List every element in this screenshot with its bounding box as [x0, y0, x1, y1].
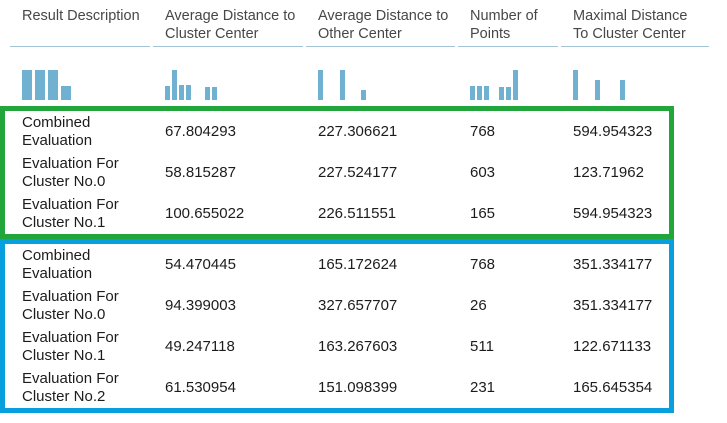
row-label: Evaluation For Cluster No.1	[22, 328, 119, 364]
table-row: Evaluation For Cluster No.0 94.399003 327.…	[5, 285, 669, 326]
cell-value: 768	[470, 255, 496, 273]
cell-value: 594.954323	[573, 122, 653, 140]
histogram-bar	[513, 70, 518, 100]
result-description-histogram[interactable]	[10, 47, 153, 106]
cell-value: 165.172624	[318, 255, 398, 273]
histogram-bar	[573, 70, 578, 100]
histogram-bar	[48, 70, 58, 100]
cell-value: 226.511551	[318, 204, 397, 222]
avg-distance-other-center-histogram[interactable]	[306, 47, 458, 106]
row-label: Evaluation For Cluster No.0	[22, 287, 119, 323]
column-header-maximal-distance-cluster-center: Maximal Distance To Cluster Center	[561, 0, 709, 47]
histogram-bar	[595, 80, 600, 100]
histogram-bar	[35, 70, 45, 100]
table-row: Evaluation For Cluster No.2 61.530954 151.…	[5, 367, 669, 408]
histogram-bar	[61, 86, 71, 100]
cell-value: 123.71962	[573, 163, 644, 181]
row-label: Evaluation For Cluster No.1	[22, 195, 119, 231]
table-row: Evaluation For Cluster No.0 58.815287 227.…	[5, 152, 669, 193]
table-row: Evaluation For Cluster No.1 100.655022 226…	[5, 193, 669, 234]
row-label: Combined Evaluation	[22, 246, 93, 282]
histogram-bar	[506, 87, 511, 100]
cell-value: 327.657707	[318, 296, 398, 314]
histogram-bar	[470, 86, 475, 100]
table-row: Combined Evaluation 54.470445 165.172624 76…	[5, 244, 669, 285]
cell-value: 94.399003	[165, 296, 236, 314]
column-header-avg-distance-cluster-center: Average Distance to Cluster Center	[153, 0, 303, 47]
cell-value: 165	[470, 204, 496, 222]
avg-distance-cluster-center-histogram[interactable]	[153, 47, 306, 106]
row-label: Evaluation For Cluster No.0	[22, 154, 119, 190]
histogram-bar	[212, 87, 217, 100]
cell-value: 768	[470, 122, 496, 140]
group-highlight-blue: Combined Evaluation 54.470445 165.172624 76…	[0, 239, 674, 413]
histogram-bar	[318, 70, 323, 100]
histogram-bar	[620, 80, 625, 100]
table-row: Evaluation For Cluster No.1 49.247118 163.…	[5, 326, 669, 367]
histogram-bar	[172, 70, 177, 100]
cell-value: 67.804293	[165, 122, 236, 140]
cell-value: 100.655022	[165, 204, 245, 222]
histogram-bar	[22, 70, 32, 100]
histogram-bar	[484, 86, 489, 100]
histogram-bar	[205, 87, 210, 100]
cell-value: 122.671133	[573, 337, 652, 355]
histogram-bar	[179, 85, 184, 100]
column-header-result-description: Result Description	[10, 0, 150, 47]
cell-value: 351.334177	[573, 255, 653, 273]
cell-value: 603	[470, 163, 496, 181]
cell-value: 61.530954	[165, 378, 236, 396]
number-of-points-histogram[interactable]	[458, 47, 561, 106]
cell-value: 151.098399	[318, 378, 398, 396]
cell-value: 231	[470, 378, 496, 396]
histogram-bar	[340, 70, 345, 100]
column-header-number-of-points: Number of Points	[458, 0, 558, 47]
histogram-bar	[361, 90, 366, 100]
cell-value: 165.645354	[573, 378, 653, 396]
group-highlight-green: Combined Evaluation 67.804293 227.306621 76…	[0, 106, 674, 239]
histogram-bar	[477, 86, 482, 100]
histogram-thumbnail-row	[10, 47, 712, 106]
cell-value: 351.334177	[573, 296, 653, 314]
histogram-bar	[186, 85, 191, 100]
cell-value: 163.267603	[318, 337, 398, 355]
table-header-row: Result Description Average Distance to C…	[10, 0, 712, 47]
cell-value: 58.815287	[165, 163, 236, 181]
result-row-groups: Combined Evaluation 67.804293 227.306621 76…	[0, 106, 727, 413]
cell-value: 54.470445	[165, 255, 236, 273]
maximal-distance-cluster-center-histogram[interactable]	[561, 47, 712, 106]
column-header-avg-distance-other-center: Average Distance to Other Center	[306, 0, 455, 47]
cell-value: 227.306621	[318, 122, 398, 140]
cell-value: 594.954323	[573, 204, 653, 222]
row-label: Evaluation For Cluster No.2	[22, 369, 119, 405]
cell-value: 26	[470, 296, 487, 314]
table-row: Combined Evaluation 67.804293 227.306621 76…	[5, 111, 669, 152]
cell-value: 49.247118	[165, 337, 235, 355]
cell-value: 227.524177	[318, 163, 398, 181]
row-label: Combined Evaluation	[22, 113, 93, 149]
histogram-bar	[165, 86, 170, 100]
histogram-bar	[499, 87, 504, 100]
cell-value: 511	[470, 337, 494, 355]
